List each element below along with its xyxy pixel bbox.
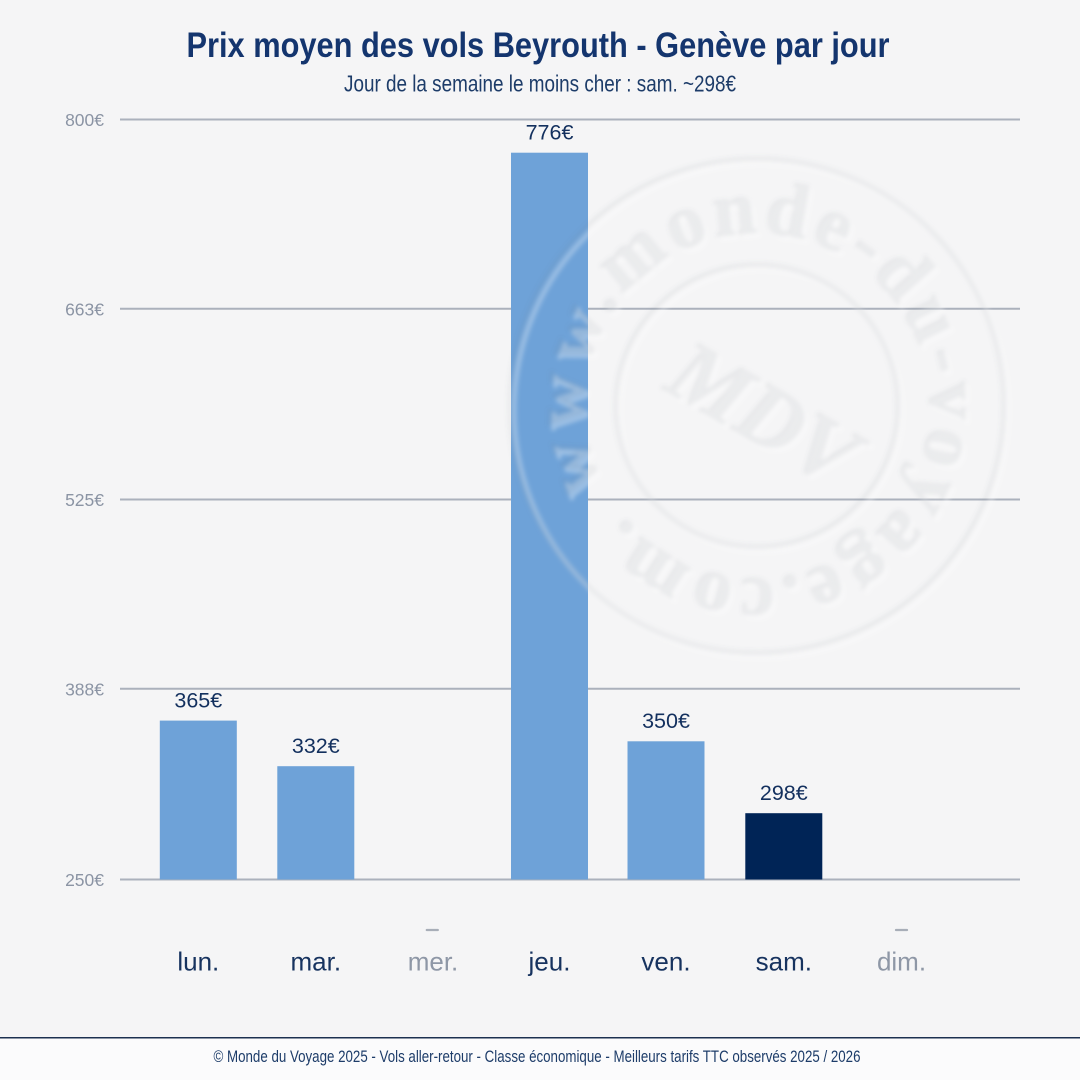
svg-text:dim.: dim. [877,947,926,977]
svg-text:365€: 365€ [174,688,222,712]
svg-text:350€: 350€ [642,709,690,733]
svg-text:Jour de la semaine le moins ch: Jour de la semaine le moins cher : sam. … [344,71,736,97]
svg-text:© Monde du Voyage 2025 - Vols: © Monde du Voyage 2025 - Vols aller-reto… [214,1047,861,1066]
svg-text:663€: 663€ [65,299,104,319]
svg-text:776€: 776€ [526,121,574,145]
svg-text:388€: 388€ [65,679,104,699]
svg-text:jeu.: jeu. [528,947,571,977]
svg-text:332€: 332€ [292,734,340,758]
svg-text:800€: 800€ [65,110,104,130]
svg-text:250€: 250€ [65,870,104,890]
svg-text:Prix moyen des vols Beyrouth -: Prix moyen des vols Beyrouth - Genève pa… [187,26,890,65]
svg-text:ven.: ven. [641,947,690,977]
svg-text:298€: 298€ [760,781,808,805]
svg-text:sam.: sam. [756,947,812,977]
svg-text:mer.: mer. [408,947,459,977]
svg-text:mar.: mar. [291,947,342,977]
svg-text:525€: 525€ [65,490,104,510]
svg-text:lun.: lun. [177,947,219,977]
